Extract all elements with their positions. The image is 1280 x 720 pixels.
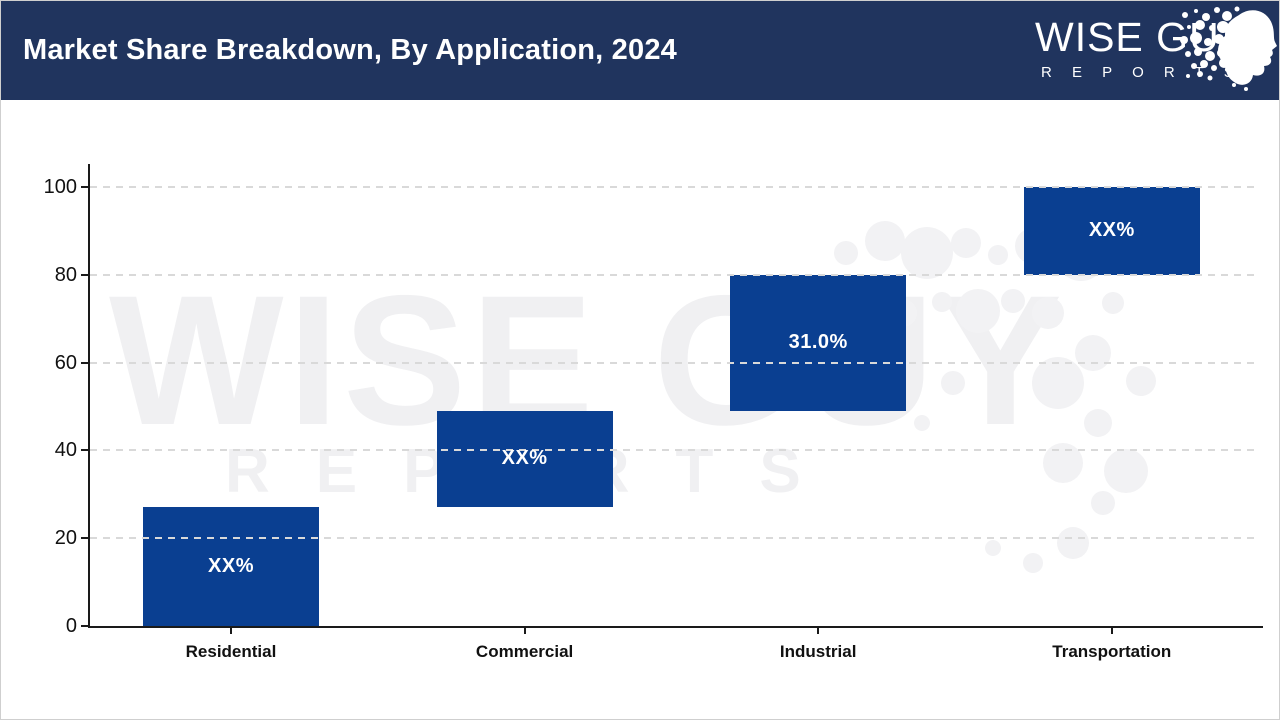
y-axis-tick-label: 0 [65,615,77,637]
y-axis-tick [81,273,88,276]
bar-commercial [436,410,613,508]
x-axis-label-transportation: Transportation [1052,642,1172,661]
bar-value-label: XX% [501,447,548,470]
bar-residential [143,507,319,626]
gridline-80 [90,273,1254,276]
y-axis-tick [81,537,88,540]
gridline-100 [90,186,1254,188]
x-axis-tick [230,627,232,634]
gridline-40 [90,449,1254,452]
y-axis-tick-label: 20 [54,527,77,550]
x-axis-spine [88,626,1263,628]
gridline-60 [90,361,1254,364]
header: Market Share Breakdown, By Application, … [1,1,1279,100]
gridline-20 [90,537,1254,540]
y-axis-tick [81,186,88,188]
y-axis-tick [81,361,88,364]
y-axis-tick [81,449,88,452]
logo-head-icon [1180,6,1277,91]
bar-value-label: XX% [1088,218,1135,241]
bar-value-label: 31.0% [788,330,848,353]
x-axis-tick [523,627,526,634]
x-axis-label-commercial: Commercial [475,642,574,661]
logo-reports-text: R E P O R T S [1041,64,1242,81]
y-axis-tick-label: 60 [54,351,77,374]
y-axis-tick [81,625,88,627]
y-axis-spine [88,164,90,628]
x-axis-label-industrial: Industrial [779,642,857,661]
bar-industrial [730,274,907,411]
x-axis-label-residential: Residential [185,642,277,661]
y-axis-tick-label: 40 [54,439,77,462]
wise-guy-reports-logo: WISE GUY R E P O R T S [1033,3,1277,97]
logo-graphic: WISE GUY R E P O R T S [1035,6,1277,91]
bar-value-label: XX% [208,554,254,577]
bar-transportation [1023,187,1200,275]
y-axis-tick-label: 80 [54,263,77,286]
y-axis-tick-label: 100 [43,176,77,198]
chart-title: Market Share Breakdown, By Application, … [23,34,677,66]
x-axis-tick [1110,627,1113,634]
x-axis-tick [817,627,820,634]
